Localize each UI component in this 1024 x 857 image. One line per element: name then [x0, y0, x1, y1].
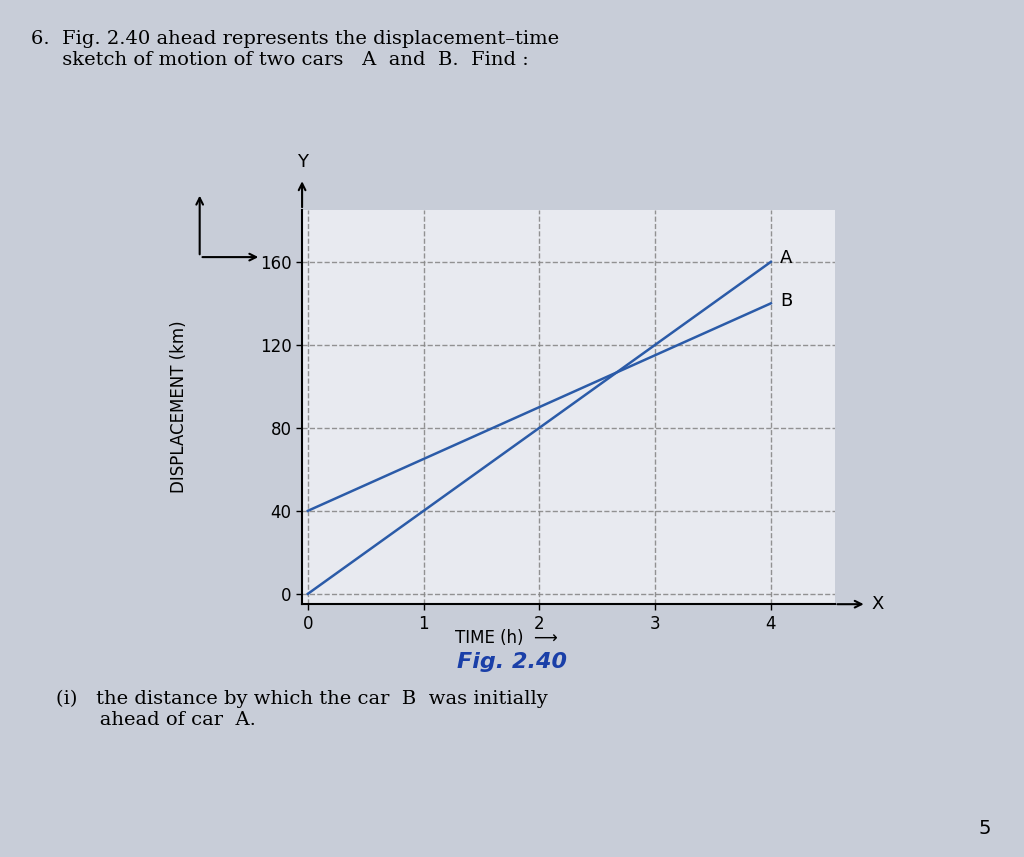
Text: Y: Y: [297, 153, 307, 171]
Text: A: A: [780, 249, 793, 267]
Text: TIME (h)  ⟶: TIME (h) ⟶: [456, 629, 558, 648]
Text: 6.  Fig. 2.40 ahead represents the displacement–time
     sketch of motion of tw: 6. Fig. 2.40 ahead represents the displa…: [31, 30, 559, 69]
Text: B: B: [780, 292, 793, 310]
Text: (i)   the distance by which the car  B  was initially
       ahead of car  A.: (i) the distance by which the car B was …: [56, 690, 548, 729]
Text: 5: 5: [979, 819, 991, 838]
Text: DISPLACEMENT (km): DISPLACEMENT (km): [170, 321, 188, 494]
Text: X: X: [871, 595, 884, 614]
Text: Fig. 2.40: Fig. 2.40: [457, 651, 567, 672]
